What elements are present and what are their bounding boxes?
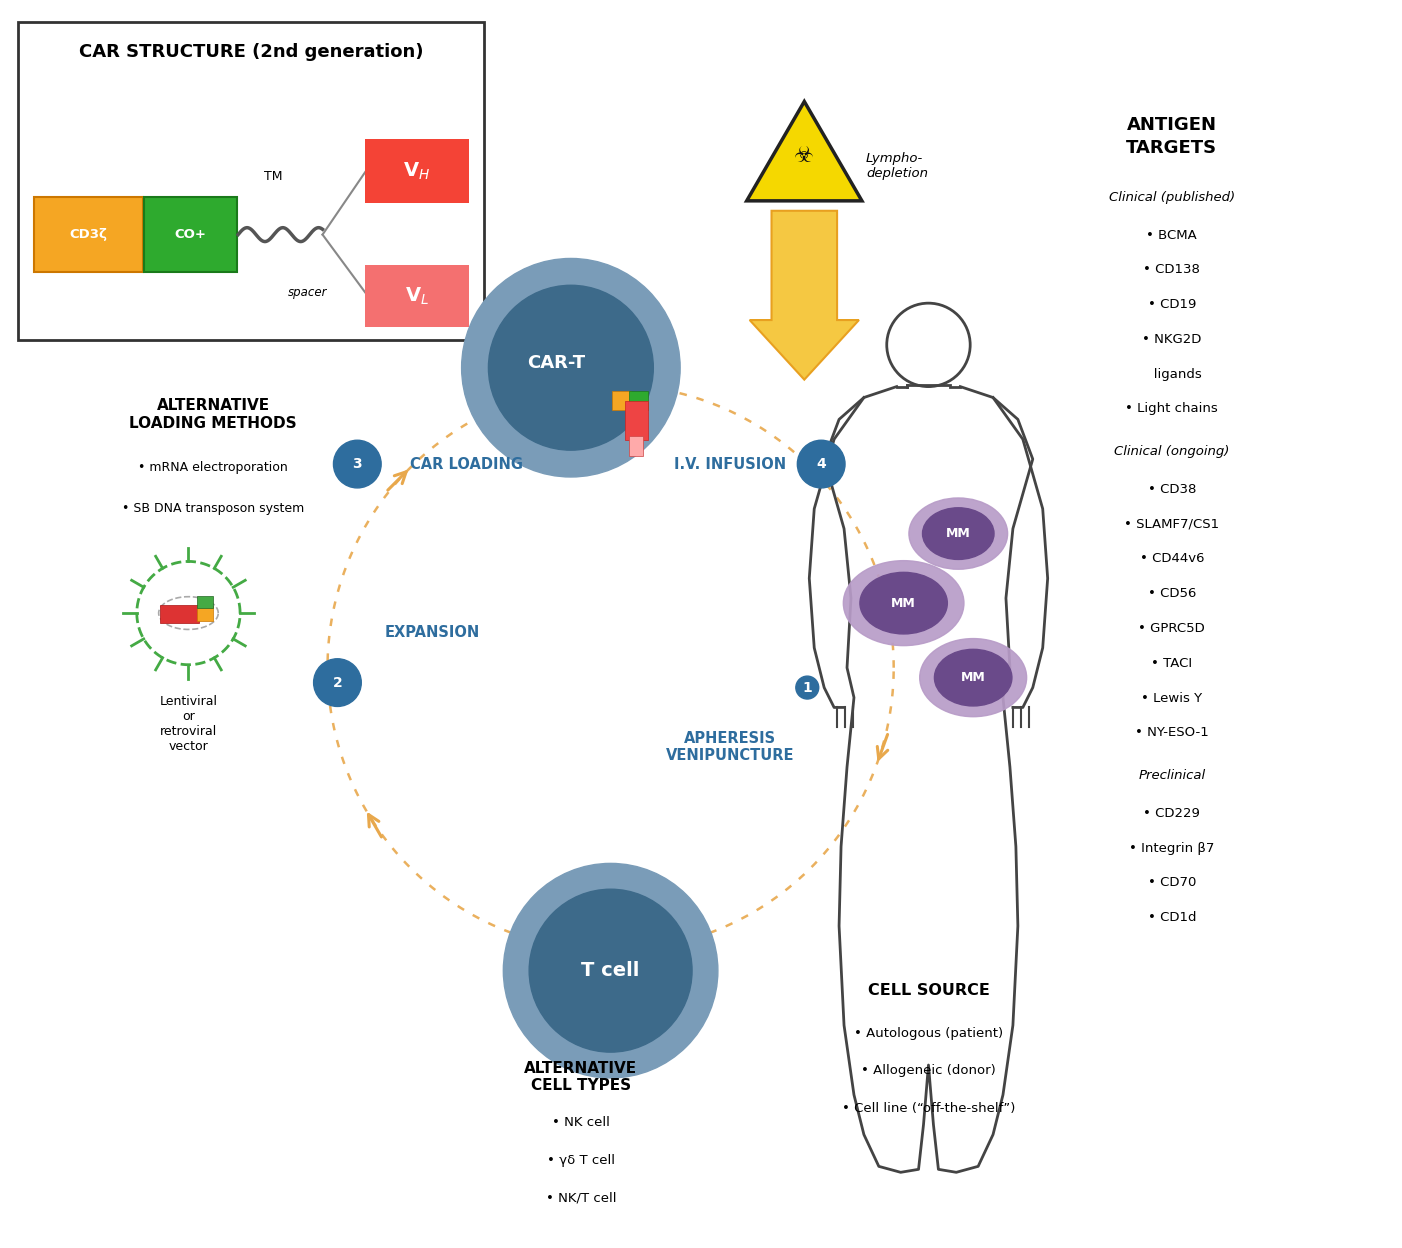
Circle shape	[529, 890, 693, 1052]
Text: • mRNA electroporation: • mRNA electroporation	[139, 461, 289, 473]
Text: CD3ζ: CD3ζ	[70, 228, 108, 241]
Text: ☣: ☣	[795, 146, 815, 166]
Text: • CD70: • CD70	[1148, 876, 1196, 890]
Text: • γδ T cell: • γδ T cell	[547, 1154, 615, 1167]
Text: CAR LOADING: CAR LOADING	[409, 457, 523, 472]
Text: • Autologous (patient): • Autologous (patient)	[854, 1027, 1002, 1040]
Text: 2: 2	[332, 675, 342, 690]
Ellipse shape	[859, 573, 948, 634]
Circle shape	[488, 286, 653, 451]
Text: TM: TM	[264, 170, 282, 182]
Text: • SB DNA transposon system: • SB DNA transposon system	[122, 502, 304, 515]
Text: • CD19: • CD19	[1148, 298, 1196, 311]
Text: V$_H$: V$_H$	[404, 161, 430, 182]
Text: • CD38: • CD38	[1148, 483, 1196, 495]
Text: CAR-T: CAR-T	[527, 353, 585, 372]
Circle shape	[461, 258, 680, 477]
Text: • CD229: • CD229	[1144, 806, 1200, 820]
Text: 4: 4	[816, 457, 826, 470]
FancyBboxPatch shape	[611, 391, 631, 411]
Text: APHERESIS
VENIPUNCTURE: APHERESIS VENIPUNCTURE	[666, 731, 794, 764]
Text: MM: MM	[960, 671, 986, 684]
Text: CAR STRUCTURE (2nd generation): CAR STRUCTURE (2nd generation)	[79, 42, 423, 61]
Text: • CD138: • CD138	[1144, 263, 1200, 276]
Text: CO+: CO+	[174, 228, 206, 241]
Text: • NK cell: • NK cell	[552, 1116, 610, 1129]
FancyBboxPatch shape	[198, 607, 213, 622]
Ellipse shape	[844, 560, 965, 645]
FancyBboxPatch shape	[366, 266, 468, 327]
Ellipse shape	[920, 639, 1026, 716]
Text: • Lewis Y: • Lewis Y	[1141, 691, 1203, 705]
Text: • Allogeneic (donor): • Allogeneic (donor)	[861, 1065, 995, 1077]
FancyBboxPatch shape	[18, 22, 485, 339]
FancyBboxPatch shape	[144, 197, 237, 272]
Text: • Integrin β7: • Integrin β7	[1129, 841, 1214, 855]
Ellipse shape	[934, 649, 1012, 706]
Text: Lentiviral
or
retroviral
vector: Lentiviral or retroviral vector	[160, 695, 217, 753]
Text: MM: MM	[946, 527, 970, 540]
FancyBboxPatch shape	[198, 597, 213, 608]
Text: • CD1d: • CD1d	[1148, 911, 1196, 924]
Text: ligands: ligands	[1141, 368, 1202, 381]
Text: Clinical (ongoing): Clinical (ongoing)	[1115, 446, 1230, 458]
Text: ①: ①	[799, 678, 816, 698]
Text: • NKG2D: • NKG2D	[1143, 333, 1202, 346]
Circle shape	[334, 441, 381, 488]
Text: • CD44v6: • CD44v6	[1140, 553, 1204, 565]
FancyBboxPatch shape	[629, 391, 648, 411]
Text: V$_L$: V$_L$	[405, 286, 429, 307]
Text: 3: 3	[352, 457, 362, 470]
Text: 1: 1	[802, 680, 812, 695]
Text: MM: MM	[892, 597, 916, 609]
Text: T cell: T cell	[582, 961, 639, 980]
Text: • SLAMF7/CS1: • SLAMF7/CS1	[1124, 518, 1220, 530]
Text: ALTERNATIVE
CELL TYPES: ALTERNATIVE CELL TYPES	[524, 1061, 638, 1093]
FancyBboxPatch shape	[624, 401, 648, 441]
Text: • TACI: • TACI	[1151, 656, 1192, 670]
Text: • BCMA: • BCMA	[1147, 228, 1197, 242]
Circle shape	[798, 441, 845, 488]
Text: • Light chains: • Light chains	[1126, 403, 1218, 416]
Text: • NK/T cell: • NK/T cell	[545, 1192, 615, 1204]
Text: I.V. INFUSION: I.V. INFUSION	[674, 457, 787, 472]
Ellipse shape	[908, 498, 1008, 569]
Ellipse shape	[923, 508, 994, 559]
FancyBboxPatch shape	[35, 197, 143, 272]
Text: • Cell line (“off-the-shelf”): • Cell line (“off-the-shelf”)	[841, 1102, 1015, 1116]
Text: Lympho-
depletion: Lympho- depletion	[866, 152, 928, 180]
FancyBboxPatch shape	[160, 605, 199, 623]
Text: spacer: spacer	[287, 286, 328, 298]
Circle shape	[314, 659, 362, 706]
Text: • NY-ESO-1: • NY-ESO-1	[1136, 726, 1209, 739]
Text: • CD56: • CD56	[1148, 588, 1196, 600]
FancyBboxPatch shape	[629, 437, 644, 456]
Polygon shape	[750, 211, 859, 379]
Text: EXPANSION: EXPANSION	[384, 625, 479, 640]
Text: Clinical (published): Clinical (published)	[1109, 191, 1235, 203]
Text: CELL SOURCE: CELL SOURCE	[868, 983, 990, 998]
Text: Preclinical: Preclinical	[1138, 769, 1206, 782]
Text: • GPRC5D: • GPRC5D	[1138, 622, 1206, 635]
Text: ANTIGEN
TARGETS: ANTIGEN TARGETS	[1126, 116, 1217, 156]
FancyBboxPatch shape	[366, 140, 468, 203]
Circle shape	[503, 864, 718, 1078]
Text: ALTERNATIVE
LOADING METHODS: ALTERNATIVE LOADING METHODS	[129, 398, 297, 431]
Polygon shape	[747, 101, 862, 201]
